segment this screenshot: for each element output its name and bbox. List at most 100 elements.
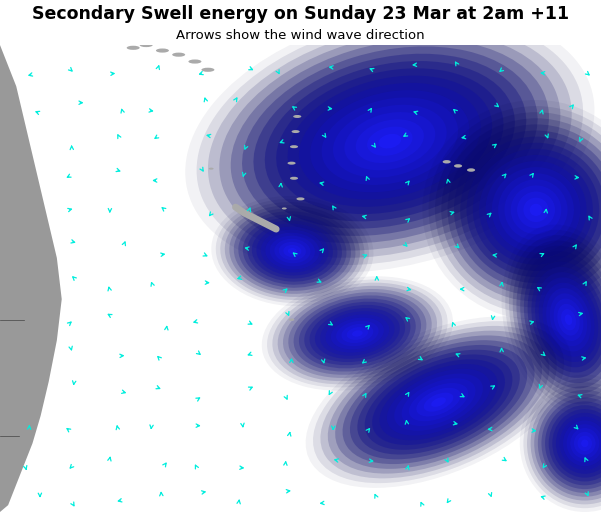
Ellipse shape (565, 314, 572, 325)
Ellipse shape (283, 245, 301, 257)
Ellipse shape (225, 205, 360, 297)
Ellipse shape (252, 224, 333, 279)
Ellipse shape (379, 134, 401, 148)
Ellipse shape (189, 59, 201, 63)
Ellipse shape (379, 364, 498, 440)
Ellipse shape (527, 382, 601, 504)
Ellipse shape (306, 316, 572, 488)
Ellipse shape (219, 32, 560, 250)
Ellipse shape (467, 168, 475, 172)
Ellipse shape (261, 230, 324, 272)
Ellipse shape (570, 428, 599, 459)
Ellipse shape (315, 308, 400, 359)
Ellipse shape (272, 283, 442, 385)
Ellipse shape (498, 173, 574, 246)
Ellipse shape (517, 191, 555, 228)
Ellipse shape (524, 257, 601, 383)
Ellipse shape (335, 335, 542, 469)
Ellipse shape (304, 302, 410, 365)
Ellipse shape (239, 215, 346, 288)
Ellipse shape (326, 314, 389, 353)
Ellipse shape (310, 90, 469, 192)
Ellipse shape (543, 283, 594, 357)
Ellipse shape (127, 46, 139, 50)
Ellipse shape (266, 233, 319, 269)
Ellipse shape (172, 53, 185, 57)
Ellipse shape (197, 17, 583, 265)
Ellipse shape (293, 115, 301, 118)
Ellipse shape (320, 311, 394, 356)
Ellipse shape (538, 394, 601, 493)
Ellipse shape (560, 417, 601, 470)
Ellipse shape (283, 289, 432, 378)
Ellipse shape (523, 378, 601, 508)
Ellipse shape (341, 324, 373, 343)
Ellipse shape (567, 424, 601, 462)
Ellipse shape (520, 251, 601, 389)
Ellipse shape (278, 286, 437, 381)
Ellipse shape (416, 388, 461, 416)
Text: Secondary Swell energy on Sunday 23 Mar at 2am +11: Secondary Swell energy on Sunday 23 Mar … (32, 5, 569, 23)
Ellipse shape (156, 49, 169, 53)
Ellipse shape (320, 326, 557, 478)
Ellipse shape (336, 321, 379, 346)
Ellipse shape (279, 242, 306, 260)
Ellipse shape (552, 409, 601, 478)
Ellipse shape (509, 235, 601, 404)
Ellipse shape (460, 137, 601, 283)
Ellipse shape (331, 317, 384, 349)
Ellipse shape (267, 280, 448, 388)
Ellipse shape (287, 162, 296, 165)
Ellipse shape (291, 130, 300, 133)
Ellipse shape (274, 239, 310, 263)
Ellipse shape (448, 124, 601, 295)
Ellipse shape (350, 345, 527, 459)
Ellipse shape (290, 177, 298, 180)
Ellipse shape (542, 397, 601, 489)
Ellipse shape (435, 112, 601, 308)
Ellipse shape (394, 374, 483, 431)
Ellipse shape (545, 401, 601, 485)
Ellipse shape (546, 288, 591, 351)
Ellipse shape (265, 61, 515, 221)
Ellipse shape (299, 83, 481, 200)
Ellipse shape (288, 248, 297, 254)
Ellipse shape (479, 155, 593, 265)
Ellipse shape (504, 179, 567, 240)
Ellipse shape (528, 262, 601, 378)
Ellipse shape (322, 97, 458, 185)
Ellipse shape (313, 321, 564, 483)
Text: Arrows show the wind wave direction: Arrows show the wind wave direction (176, 29, 425, 41)
Ellipse shape (234, 211, 351, 291)
Ellipse shape (574, 432, 596, 455)
Ellipse shape (352, 330, 362, 336)
Ellipse shape (347, 327, 368, 340)
Ellipse shape (276, 68, 504, 214)
Ellipse shape (578, 436, 592, 451)
Ellipse shape (287, 76, 492, 207)
Ellipse shape (242, 47, 538, 236)
Ellipse shape (367, 126, 412, 156)
Ellipse shape (288, 292, 427, 375)
Ellipse shape (209, 167, 213, 169)
Ellipse shape (358, 350, 520, 455)
Ellipse shape (523, 198, 549, 222)
Ellipse shape (328, 331, 549, 474)
Ellipse shape (423, 100, 601, 319)
Ellipse shape (516, 246, 601, 394)
Ellipse shape (221, 202, 364, 300)
Ellipse shape (531, 267, 601, 373)
Ellipse shape (257, 227, 328, 275)
Ellipse shape (216, 199, 369, 303)
Ellipse shape (282, 207, 287, 209)
Ellipse shape (356, 119, 424, 163)
Polygon shape (0, 45, 62, 512)
Ellipse shape (310, 305, 405, 362)
Ellipse shape (429, 106, 601, 314)
Ellipse shape (529, 204, 542, 216)
Ellipse shape (231, 39, 549, 243)
Ellipse shape (409, 383, 468, 421)
Ellipse shape (535, 272, 601, 367)
Ellipse shape (511, 185, 561, 234)
Ellipse shape (401, 378, 475, 426)
